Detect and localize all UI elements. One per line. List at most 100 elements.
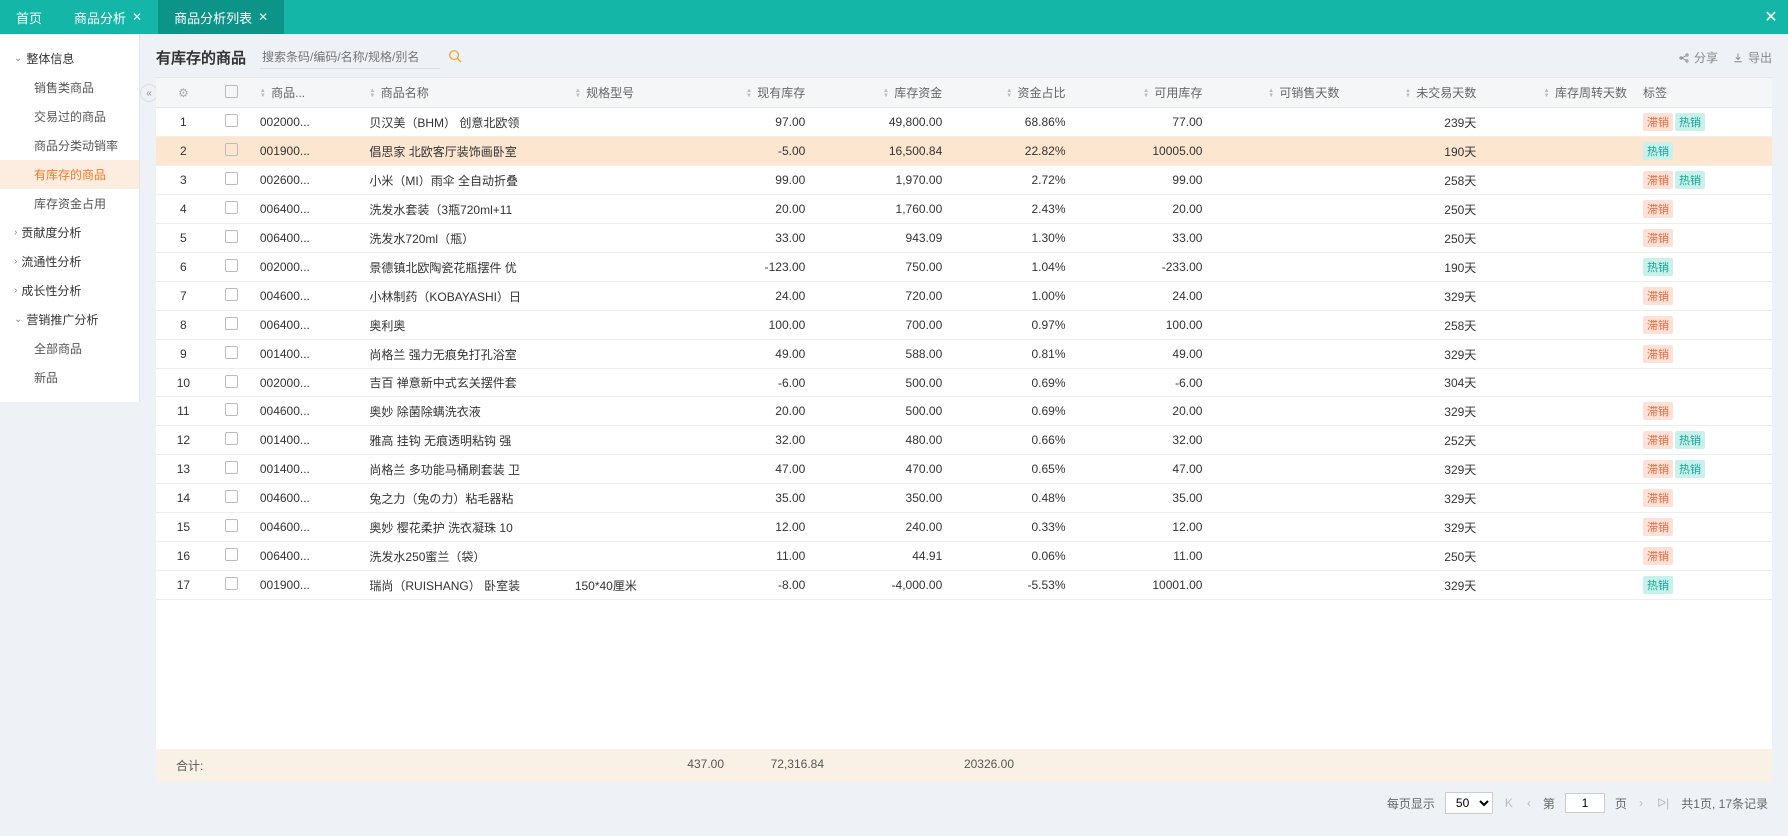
cell-fund: 350.00 <box>813 484 950 513</box>
search-icon[interactable] <box>448 49 462 66</box>
tab[interactable]: 商品分析 ✕ <box>58 0 158 34</box>
cell-name: 景德镇北欧陶瓷花瓶摆件 优 <box>361 253 566 282</box>
row-checkbox[interactable] <box>225 461 238 474</box>
cell-avail: -233.00 <box>1074 253 1211 282</box>
sort-icon[interactable]: ▲▼ <box>883 89 889 99</box>
row-checkbox[interactable] <box>225 288 238 301</box>
row-checkbox[interactable] <box>225 143 238 156</box>
table-row[interactable]: 11004600...奥妙 除菌除螨洗衣液20.00500.000.69%20.… <box>156 397 1772 426</box>
column-header-avail[interactable]: ▲▼ 可用库存 <box>1074 78 1211 108</box>
row-checkbox[interactable] <box>225 230 238 243</box>
sidebar-item[interactable]: 交易过的商品 <box>0 102 139 131</box>
sort-icon[interactable]: ▲▼ <box>369 89 375 99</box>
cell-salesdays <box>1210 137 1347 166</box>
table-row[interactable]: 6002000...景德镇北欧陶瓷花瓶摆件 优-123.00750.001.04… <box>156 253 1772 282</box>
tab[interactable]: 首页 <box>0 0 58 34</box>
column-header-spec[interactable]: ▲▼ 规格型号 <box>567 78 690 108</box>
table-row[interactable]: 12001400...雅高 挂钩 无痕透明粘钩 强32.00480.000.66… <box>156 426 1772 455</box>
column-label: 库存资金 <box>894 86 942 100</box>
column-header-turndays[interactable]: ▲▼ 库存周转天数 <box>1484 78 1635 108</box>
row-checkbox[interactable] <box>225 490 238 503</box>
table-row[interactable]: 2001900...倡思家 北欧客厅装饰画卧室-5.0016,500.8422.… <box>156 137 1772 166</box>
column-header-tags[interactable]: 标签 <box>1635 78 1772 108</box>
tab-close-icon[interactable]: ✕ <box>258 10 268 24</box>
table-row[interactable]: 13001400...尚格兰 多功能马桶刷套装 卫47.00470.000.65… <box>156 455 1772 484</box>
row-checkbox[interactable] <box>225 432 238 445</box>
cell-turndays <box>1484 166 1635 195</box>
cell-pct: 1.04% <box>950 253 1073 282</box>
sidebar-item[interactable]: 库存资金占用 <box>0 189 139 218</box>
row-checkbox[interactable] <box>225 403 238 416</box>
table-row[interactable]: 1002000...贝汉美（BHM） 创意北欧领97.0049,800.0068… <box>156 108 1772 137</box>
column-header-check[interactable] <box>211 78 252 108</box>
tab-close-icon[interactable]: ✕ <box>132 10 142 24</box>
sort-icon[interactable]: ▲▼ <box>1544 89 1550 99</box>
row-checkbox[interactable] <box>225 259 238 272</box>
column-header-notradedays[interactable]: ▲▼ 未交易天数 <box>1347 78 1484 108</box>
sidebar-group[interactable]: ⌄整体信息 <box>0 44 139 73</box>
sidebar-group[interactable]: ›贡献度分析 <box>0 218 139 247</box>
table-row[interactable]: 3002600...小米（MI）雨伞 全自动折叠99.001,970.002.7… <box>156 166 1772 195</box>
row-checkbox[interactable] <box>225 201 238 214</box>
table-row[interactable]: 8006400...奥利奥100.00700.000.97%100.00258天… <box>156 311 1772 340</box>
sort-icon[interactable]: ▲▼ <box>1405 89 1411 99</box>
sort-icon[interactable]: ▲▼ <box>1143 89 1149 99</box>
sort-icon[interactable]: ▲▼ <box>575 89 581 99</box>
column-header-fund[interactable]: ▲▼ 库存资金 <box>813 78 950 108</box>
sort-icon[interactable]: ▲▼ <box>1006 89 1012 99</box>
pager-page-input[interactable] <box>1565 793 1605 813</box>
table-row[interactable]: 14004600...兔之力（兔の力）粘毛器粘35.00350.000.48%3… <box>156 484 1772 513</box>
cell-notradedays: 329天 <box>1347 571 1484 600</box>
row-checkbox[interactable] <box>225 172 238 185</box>
sidebar-item[interactable]: 有库存的商品 <box>0 160 139 189</box>
column-header-name[interactable]: ▲▼ 商品名称 <box>361 78 566 108</box>
sort-icon[interactable]: ▲▼ <box>1268 89 1274 99</box>
sidebar-group[interactable]: ›流通性分析 <box>0 247 139 276</box>
export-button[interactable]: 导出 <box>1732 49 1772 66</box>
search-input[interactable] <box>260 46 440 69</box>
row-checkbox[interactable] <box>225 519 238 532</box>
row-checkbox[interactable] <box>225 548 238 561</box>
column-header-gear[interactable]: ⚙ <box>156 78 211 108</box>
pager-first-button[interactable]: K <box>1503 796 1515 810</box>
sidebar-group[interactable]: ⌄营销推广分析 <box>0 305 139 334</box>
per-page-select[interactable]: 50 <box>1445 792 1493 814</box>
row-checkbox[interactable] <box>225 375 238 388</box>
cell-gear: 1 <box>156 108 211 137</box>
sort-icon[interactable]: ▲▼ <box>260 89 266 99</box>
sort-icon[interactable]: ▲▼ <box>746 89 752 99</box>
pager-next-button[interactable]: › <box>1637 796 1645 810</box>
sidebar-group[interactable]: ›成长性分析 <box>0 276 139 305</box>
table-row[interactable]: 10002000...吉百 禅意新中式玄关摆件套-6.00500.000.69%… <box>156 369 1772 397</box>
row-checkbox[interactable] <box>225 577 238 590</box>
row-checkbox[interactable] <box>225 114 238 127</box>
column-header-salesdays[interactable]: ▲▼ 可销售天数 <box>1210 78 1347 108</box>
column-header-pct[interactable]: ▲▼ 资金占比 <box>950 78 1073 108</box>
row-checkbox[interactable] <box>225 317 238 330</box>
sidebar-item[interactable]: 销售类商品 <box>0 73 139 102</box>
share-button[interactable]: 分享 <box>1678 49 1718 66</box>
table-row[interactable]: 4006400...洗发水套装（3瓶720ml+1120.001,760.002… <box>156 195 1772 224</box>
table-row[interactable]: 16006400...洗发水250蜜兰（袋）11.0044.910.06%11.… <box>156 542 1772 571</box>
cell-code: 001900... <box>252 571 362 600</box>
column-header-code[interactable]: ▲▼ 商品... <box>252 78 362 108</box>
row-checkbox[interactable] <box>225 346 238 359</box>
table-row[interactable]: 9001400...尚格兰 强力无痕免打孔浴室49.00588.000.81%4… <box>156 340 1772 369</box>
pager-last-button[interactable]: ᐅ| <box>1655 796 1671 810</box>
table-row[interactable]: 17001900...瑞尚（RUISHANG） 卧室装150*40厘米-8.00… <box>156 571 1772 600</box>
column-header-stock[interactable]: ▲▼ 现有库存 <box>690 78 813 108</box>
sidebar-item[interactable]: 商品分类动销率 <box>0 131 139 160</box>
table-row[interactable]: 15004600...奥妙 樱花柔护 洗衣凝珠 1012.00240.000.3… <box>156 513 1772 542</box>
table-row[interactable]: 5006400...洗发水720ml（瓶）33.00943.091.30%33.… <box>156 224 1772 253</box>
tab[interactable]: 商品分析列表✕ <box>158 0 284 34</box>
sidebar-item[interactable]: 全部商品 <box>0 334 139 363</box>
tab-label: 商品分析 <box>74 8 126 27</box>
checkbox-all[interactable] <box>225 85 238 98</box>
cell-avail: 32.00 <box>1074 426 1211 455</box>
pager-prev-button[interactable]: ‹ <box>1525 796 1533 810</box>
table-row[interactable]: 7004600...小林制药（KOBAYASHI）日24.00720.001.0… <box>156 282 1772 311</box>
gear-icon[interactable]: ⚙ <box>178 86 189 100</box>
cell-stock: 35.00 <box>690 484 813 513</box>
close-all-tabs-button[interactable]: ✕ <box>1754 0 1788 34</box>
sidebar-item[interactable]: 新品 <box>0 363 139 392</box>
